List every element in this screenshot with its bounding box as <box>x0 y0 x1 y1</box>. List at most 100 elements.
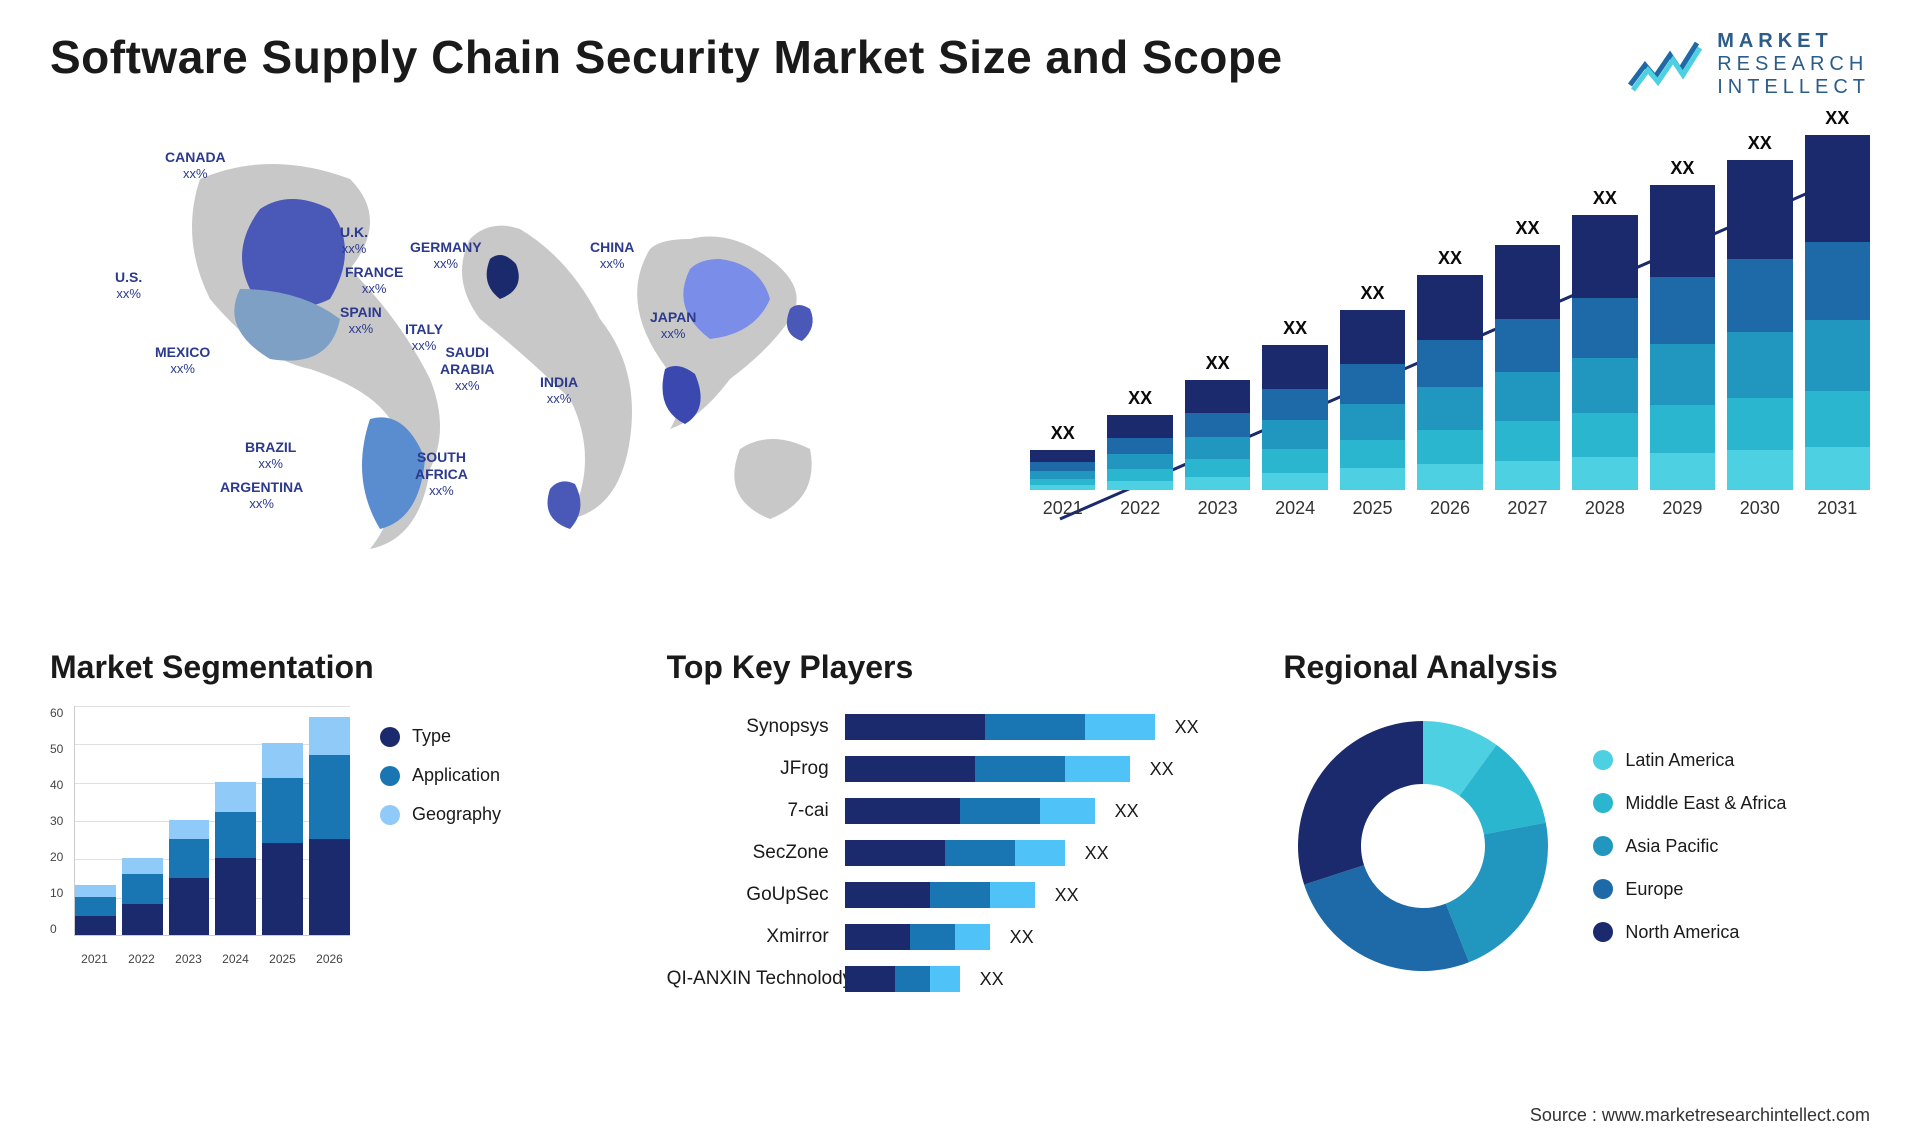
regional-title: Regional Analysis <box>1283 649 1870 686</box>
bar-segment <box>1340 364 1405 404</box>
bar-segment <box>1650 185 1715 277</box>
bar-value-label: XX <box>1361 283 1385 304</box>
map-label: CHINAxx% <box>590 239 634 271</box>
map-label: GERMANYxx% <box>410 239 482 271</box>
bar-value-label: XX <box>1206 353 1230 374</box>
bar-segment <box>1107 454 1172 469</box>
bar-segment <box>1262 345 1327 389</box>
y-tick-label: 0 <box>50 922 63 936</box>
legend-label: Asia Pacific <box>1625 836 1718 857</box>
player-value: XX <box>1150 759 1174 780</box>
seg-bar-segment <box>262 778 303 843</box>
seg-bar-segment <box>215 858 256 935</box>
y-tick-label: 10 <box>50 886 63 900</box>
bar-column: XX2029 <box>1650 158 1715 519</box>
seg-bar-segment <box>262 743 303 778</box>
seg-bar-segment <box>309 755 350 839</box>
seg-bar-column <box>122 858 163 935</box>
bar-segment <box>1340 468 1405 490</box>
bar-value-label: XX <box>1283 318 1307 339</box>
player-bar <box>845 756 1130 782</box>
legend-item: Middle East & Africa <box>1593 793 1786 814</box>
legend-item: North America <box>1593 922 1786 943</box>
bar-column: XX2024 <box>1262 318 1327 519</box>
bar-segment <box>1650 344 1715 405</box>
player-value: XX <box>1175 717 1199 738</box>
legend-dot-icon <box>380 766 400 786</box>
source-text: Source : www.marketresearchintellect.com <box>1530 1105 1870 1126</box>
logo-line1: MARKET <box>1717 30 1870 53</box>
legend-label: North America <box>1625 922 1739 943</box>
y-tick-label: 40 <box>50 778 63 792</box>
player-bar-segment <box>975 756 1065 782</box>
bar-column: XX2031 <box>1805 108 1870 519</box>
logo-text: MARKET RESEARCH INTELLECT <box>1717 30 1870 99</box>
segmentation-legend: TypeApplicationGeography <box>380 706 501 966</box>
bar-year-label: 2027 <box>1507 498 1547 519</box>
seg-x-label: 2021 <box>74 952 115 966</box>
bar-segment <box>1185 413 1250 437</box>
bar-segment <box>1340 310 1405 364</box>
player-bar <box>845 966 960 992</box>
seg-bar-segment <box>122 874 163 905</box>
bar-segment <box>1805 242 1870 320</box>
bar-segment <box>1417 430 1482 464</box>
legend-dot-icon <box>1593 793 1613 813</box>
seg-bar-column <box>215 782 256 935</box>
map-label: BRAZILxx% <box>245 439 296 471</box>
player-bar <box>845 924 990 950</box>
bar-segment <box>1417 464 1482 490</box>
logo-line2: RESEARCH <box>1717 53 1870 76</box>
player-bar-segment <box>1015 840 1065 866</box>
bar-segment <box>1417 387 1482 430</box>
bar-value-label: XX <box>1128 388 1152 409</box>
bar-segment <box>1262 473 1327 490</box>
player-bar-segment <box>985 714 1085 740</box>
bar-segment <box>1495 421 1560 460</box>
logo: MARKET RESEARCH INTELLECT <box>1625 30 1870 99</box>
legend-label: Geography <box>412 804 501 825</box>
seg-bar-segment <box>75 885 116 897</box>
bar-year-label: 2022 <box>1120 498 1160 519</box>
bar-segment <box>1805 391 1870 448</box>
bar-column: XX2021 <box>1030 423 1095 519</box>
bar-segment <box>1805 320 1870 391</box>
bar-value-label: XX <box>1670 158 1694 179</box>
legend-item: Geography <box>380 804 501 825</box>
player-value: XX <box>980 969 1004 990</box>
players-list: SynopsysXXJFrogXX7-caiXXSecZoneXXGoUpSec… <box>667 706 1254 1000</box>
world-map: CANADAxx%U.S.xx%MEXICOxx%BRAZILxx%ARGENT… <box>50 119 990 599</box>
donut-segment <box>1446 823 1548 963</box>
header: Software Supply Chain Security Market Si… <box>50 30 1870 99</box>
regional-donut <box>1283 706 1563 986</box>
legend-dot-icon <box>1593 879 1613 899</box>
bar-segment <box>1727 259 1792 332</box>
seg-bar-segment <box>309 839 350 935</box>
bottom-row: Market Segmentation 0102030405060 202120… <box>50 649 1870 1000</box>
bar-year-label: 2026 <box>1430 498 1470 519</box>
bar-segment <box>1107 415 1172 438</box>
bar-segment <box>1107 469 1172 481</box>
player-bar-segment <box>910 924 955 950</box>
bar-segment <box>1572 413 1637 457</box>
bar-segment <box>1030 450 1095 462</box>
regional-legend: Latin AmericaMiddle East & AfricaAsia Pa… <box>1593 750 1786 943</box>
player-name: 7-cai <box>667 800 837 822</box>
player-name: SecZone <box>667 842 837 864</box>
legend-label: Type <box>412 726 451 747</box>
legend-dot-icon <box>380 727 400 747</box>
bar-segment <box>1805 447 1870 490</box>
player-bar-segment <box>845 924 910 950</box>
player-bar-segment <box>930 882 990 908</box>
map-label: ARGENTINAxx% <box>220 479 303 511</box>
bar-segment <box>1495 319 1560 373</box>
bar-year-label: 2025 <box>1353 498 1393 519</box>
legend-dot-icon <box>1593 750 1613 770</box>
bar-segment <box>1107 438 1172 455</box>
seg-x-label: 2025 <box>262 952 303 966</box>
y-tick-label: 50 <box>50 742 63 756</box>
legend-label: Europe <box>1625 879 1683 900</box>
bar-year-label: 2028 <box>1585 498 1625 519</box>
top-row: CANADAxx%U.S.xx%MEXICOxx%BRAZILxx%ARGENT… <box>50 119 1870 599</box>
bar-value-label: XX <box>1438 248 1462 269</box>
